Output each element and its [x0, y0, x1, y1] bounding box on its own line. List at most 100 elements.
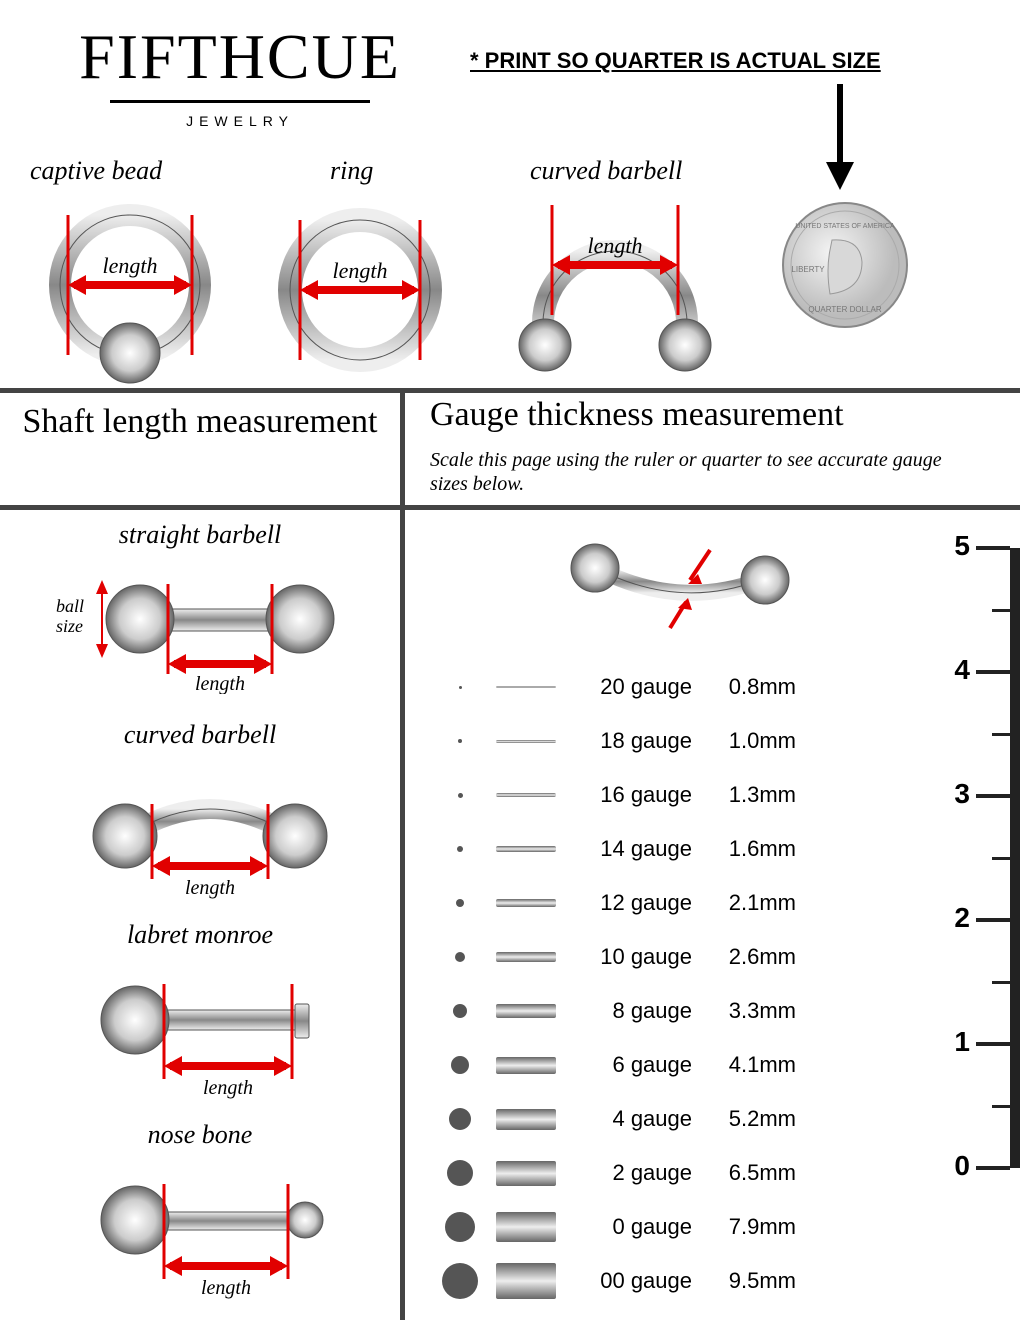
- gauge-label: 00 gauge: [572, 1268, 692, 1294]
- svg-text:ball: ball: [56, 596, 84, 616]
- svg-text:length: length: [588, 233, 643, 258]
- captive-bead-diagram: length: [30, 195, 230, 385]
- gauge-row: 18 gauge 1.0mm: [440, 714, 860, 768]
- brand-divider: [110, 100, 370, 103]
- gauge-label: 20 gauge: [572, 674, 692, 700]
- page: FIFTHCUE JEWELRY * PRINT SO QUARTER IS A…: [0, 0, 1020, 1320]
- divider-top: [0, 388, 1020, 393]
- brand-name: FIFTHCUE: [60, 20, 420, 94]
- curved-barbell-diagram: length: [500, 195, 730, 385]
- ruler-number: 1: [954, 1026, 970, 1058]
- ruler-tick-major: [976, 546, 1010, 550]
- arrow-down-icon: [820, 84, 860, 194]
- ruler-tick-minor: [992, 609, 1010, 612]
- divider-vertical: [400, 388, 405, 1320]
- ruler-tick-major: [976, 670, 1010, 674]
- gauge-label: 2 gauge: [572, 1160, 692, 1186]
- gauge-mm: 5.2mm: [706, 1106, 796, 1132]
- ruler-tick-minor: [992, 857, 1010, 860]
- gauge-mm: 3.3mm: [706, 998, 796, 1024]
- length-label: length: [103, 253, 158, 278]
- gauge-row: 20 gauge 0.8mm: [440, 660, 860, 714]
- gauge-bar: [496, 686, 556, 688]
- shaft-labret-monroe: labret monroe length: [20, 920, 380, 1109]
- gauge-dot: [451, 1056, 469, 1074]
- shaft-curved-barbell: curved barbell length: [20, 720, 380, 909]
- gauge-mm: 9.5mm: [706, 1268, 796, 1294]
- gauge-row: 0 gauge 7.9mm: [440, 1200, 860, 1254]
- ruler-number: 4: [954, 654, 970, 686]
- ring-diagram: length: [260, 195, 460, 385]
- shaft-label: straight barbell: [20, 520, 380, 550]
- ruler-number: 5: [954, 530, 970, 562]
- label-captive-bead: captive bead: [30, 156, 162, 186]
- gauge-row: 00 gauge 9.5mm: [440, 1254, 860, 1308]
- ruler-tick-major: [976, 1166, 1010, 1170]
- gauge-row: 10 gauge 2.6mm: [440, 930, 860, 984]
- ruler-tick-major: [976, 794, 1010, 798]
- gauge-dot: [459, 686, 462, 689]
- svg-text:length: length: [203, 1077, 253, 1099]
- gauge-dot: [456, 899, 464, 907]
- ruler-tick-minor: [992, 733, 1010, 736]
- ruler-number: 0: [954, 1150, 970, 1182]
- straight-barbell-icon: ball size length: [30, 554, 370, 694]
- gauge-label: 10 gauge: [572, 944, 692, 970]
- curved-barbell-icon: length: [30, 754, 370, 904]
- gauge-bar: [496, 1212, 556, 1242]
- gauge-dot: [458, 793, 463, 798]
- gauge-label: 16 gauge: [572, 782, 692, 808]
- ruler-number: 2: [954, 902, 970, 934]
- gauge-dot: [449, 1108, 471, 1130]
- gauge-mm: 1.0mm: [706, 728, 796, 754]
- divider-mid: [0, 505, 1020, 510]
- gauge-mm: 2.1mm: [706, 890, 796, 916]
- svg-text:length: length: [333, 258, 388, 283]
- gauge-dot: [442, 1263, 478, 1299]
- gauge-dot: [453, 1004, 467, 1018]
- gauge-row: 4 gauge5.2mm: [440, 1092, 860, 1146]
- gauge-mm: 7.9mm: [706, 1214, 796, 1240]
- shaft-nose-bone: nose bone length: [20, 1120, 380, 1309]
- gauge-label: 0 gauge: [572, 1214, 692, 1240]
- gauge-mm: 1.3mm: [706, 782, 796, 808]
- gauge-row: 8 gauge 3.3mm: [440, 984, 860, 1038]
- gauge-label: 14 gauge: [572, 836, 692, 862]
- gauge-row: 2 gauge 6.5mm: [440, 1146, 860, 1200]
- gauge-mm: 2.6mm: [706, 944, 796, 970]
- gauge-table: 20 gauge 0.8mm 18 gauge 1.0mm 16 gauge 1.3mm 1…: [440, 660, 860, 1308]
- shaft-label: labret monroe: [20, 920, 380, 950]
- gauge-section-title: Gauge thickness measurement: [430, 396, 844, 434]
- label-curved-barbell: curved barbell: [530, 156, 682, 186]
- gauge-mm: 1.6mm: [706, 836, 796, 862]
- nose-bone-icon: length: [30, 1154, 370, 1304]
- gauge-dot: [445, 1212, 475, 1242]
- svg-text:size: size: [56, 616, 83, 636]
- gauge-bar: [496, 1057, 556, 1074]
- gauge-bar: [496, 1004, 556, 1018]
- svg-text:LIBERTY: LIBERTY: [791, 265, 825, 274]
- gauge-mm: 0.8mm: [706, 674, 796, 700]
- gauge-label: 18 gauge: [572, 728, 692, 754]
- gauge-demo-icon: [560, 530, 800, 640]
- gauge-mm: 4.1mm: [706, 1052, 796, 1078]
- gauge-dot: [447, 1160, 473, 1186]
- ruler-tick-major: [976, 918, 1010, 922]
- gauge-mm: 6.5mm: [706, 1160, 796, 1186]
- gauge-label: 6 gauge: [572, 1052, 692, 1078]
- gauge-label: 12 gauge: [572, 890, 692, 916]
- ruler-tick-minor: [992, 981, 1010, 984]
- gauge-row: 6 gauge 4.1mm: [440, 1038, 860, 1092]
- svg-text:QUARTER DOLLAR: QUARTER DOLLAR: [808, 305, 881, 314]
- gauge-label: 8 gauge: [572, 998, 692, 1024]
- gauge-bar: [496, 740, 556, 743]
- print-instruction: * PRINT SO QUARTER IS ACTUAL SIZE: [470, 48, 881, 74]
- svg-text:UNITED STATES OF AMERICA: UNITED STATES OF AMERICA: [795, 223, 895, 230]
- gauge-bar: [496, 1263, 556, 1299]
- quarter-coin-icon: UNITED STATES OF AMERICA LIBERTY QUARTER…: [780, 200, 910, 330]
- gauge-section-sub: Scale this page using the ruler or quart…: [430, 448, 970, 496]
- gauge-bar: [496, 793, 556, 797]
- gauge-row: 14 gauge 1.6mm: [440, 822, 860, 876]
- label-ring: ring: [330, 156, 373, 186]
- brand-tagline: JEWELRY: [60, 113, 420, 129]
